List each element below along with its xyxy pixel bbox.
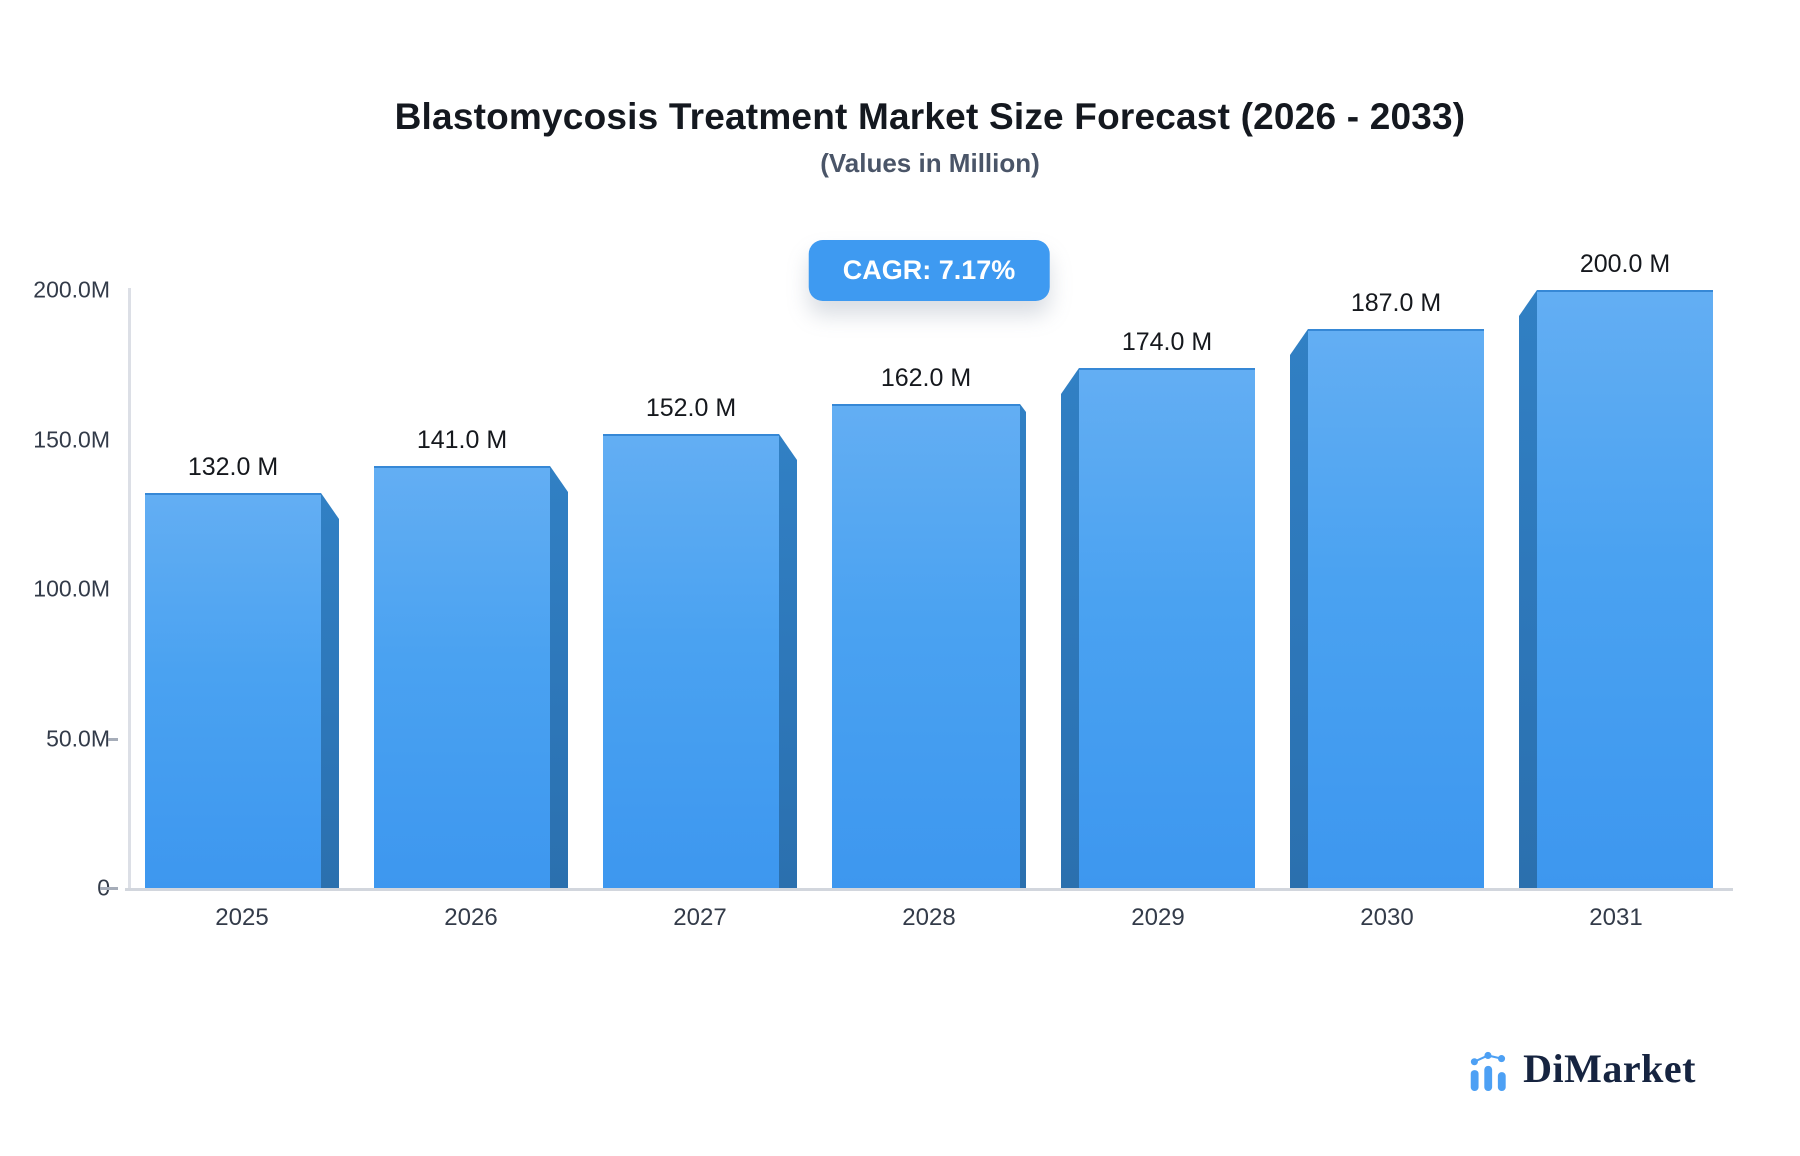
- bar-value-label-2027: 152.0 M: [645, 394, 737, 422]
- bar-2031: [1519, 290, 1713, 888]
- y-tick-label-100.0M: 100.0M: [33, 575, 110, 602]
- x-tick-label-2031: 2031: [1589, 904, 1643, 931]
- bar-value-label-2031: 200.0 M: [1579, 250, 1671, 278]
- bar-2027: [603, 434, 797, 888]
- y-tick-label-0: 0: [10, 875, 110, 902]
- bar-side-face: [1020, 404, 1026, 888]
- x-tick-label-2025: 2025: [215, 904, 269, 931]
- bar-value-label-2026: 141.0 M: [416, 426, 508, 454]
- bar-front-face: [1079, 368, 1255, 888]
- bar-front-face: [1537, 290, 1713, 888]
- bar-value-label-2028: 162.0 M: [880, 364, 972, 392]
- bar-front-face: [374, 466, 550, 888]
- cagr-badge: CAGR: 7.17%: [808, 240, 1050, 301]
- y-axis-line: [128, 288, 131, 890]
- bar-front-face: [145, 493, 321, 888]
- bar-side-face: [550, 466, 568, 888]
- bar-2028: [832, 404, 1026, 888]
- chart-subtitle: (Values in Million): [820, 148, 1040, 178]
- bar-2030: [1290, 329, 1484, 888]
- y-tick-mark: [100, 887, 118, 890]
- bar-value-label-2025: 132.0 M: [187, 453, 279, 481]
- x-tick-label-2030: 2030: [1360, 904, 1414, 931]
- bar-front-face: [603, 434, 779, 888]
- bar-front-face: [832, 404, 1020, 888]
- y-tick-label-50.0M: 50.0M: [46, 725, 110, 751]
- x-axis-baseline: [125, 888, 1733, 891]
- x-tick-label-2028: 2028: [902, 904, 956, 931]
- bar-side-face: [321, 493, 339, 888]
- chart-title: Blastomycosis Treatment Market Size Fore…: [394, 96, 1466, 137]
- dimarket-logo-text: DiMarket: [1523, 1045, 1696, 1091]
- bar-side-face: [1519, 290, 1537, 888]
- x-tick-label-2026: 2026: [444, 904, 498, 931]
- bar-value-label-2029: 174.0 M: [1121, 328, 1213, 356]
- bar-value-label-2030: 187.0 M: [1350, 289, 1442, 317]
- x-tick-label-2029: 2029: [1131, 904, 1185, 931]
- y-tick-label-200.0M: 200.0M: [33, 276, 110, 303]
- bar-2025: [145, 493, 339, 888]
- bar-side-face: [779, 434, 797, 888]
- bar-2029: [1061, 368, 1255, 888]
- x-tick-label-2027: 2027: [673, 904, 727, 931]
- bar-2026: [374, 466, 568, 888]
- bar-side-face: [1290, 329, 1308, 888]
- bar-side-face: [1061, 368, 1079, 888]
- y-tick-label-150.0M: 150.0M: [33, 426, 110, 452]
- dimarket-logo-icon: [1470, 1051, 1506, 1091]
- dimarket-logo: DiMarket: [1465, 1044, 1696, 1092]
- y-tick-mark: [108, 737, 118, 741]
- bar-front-face: [1308, 329, 1484, 888]
